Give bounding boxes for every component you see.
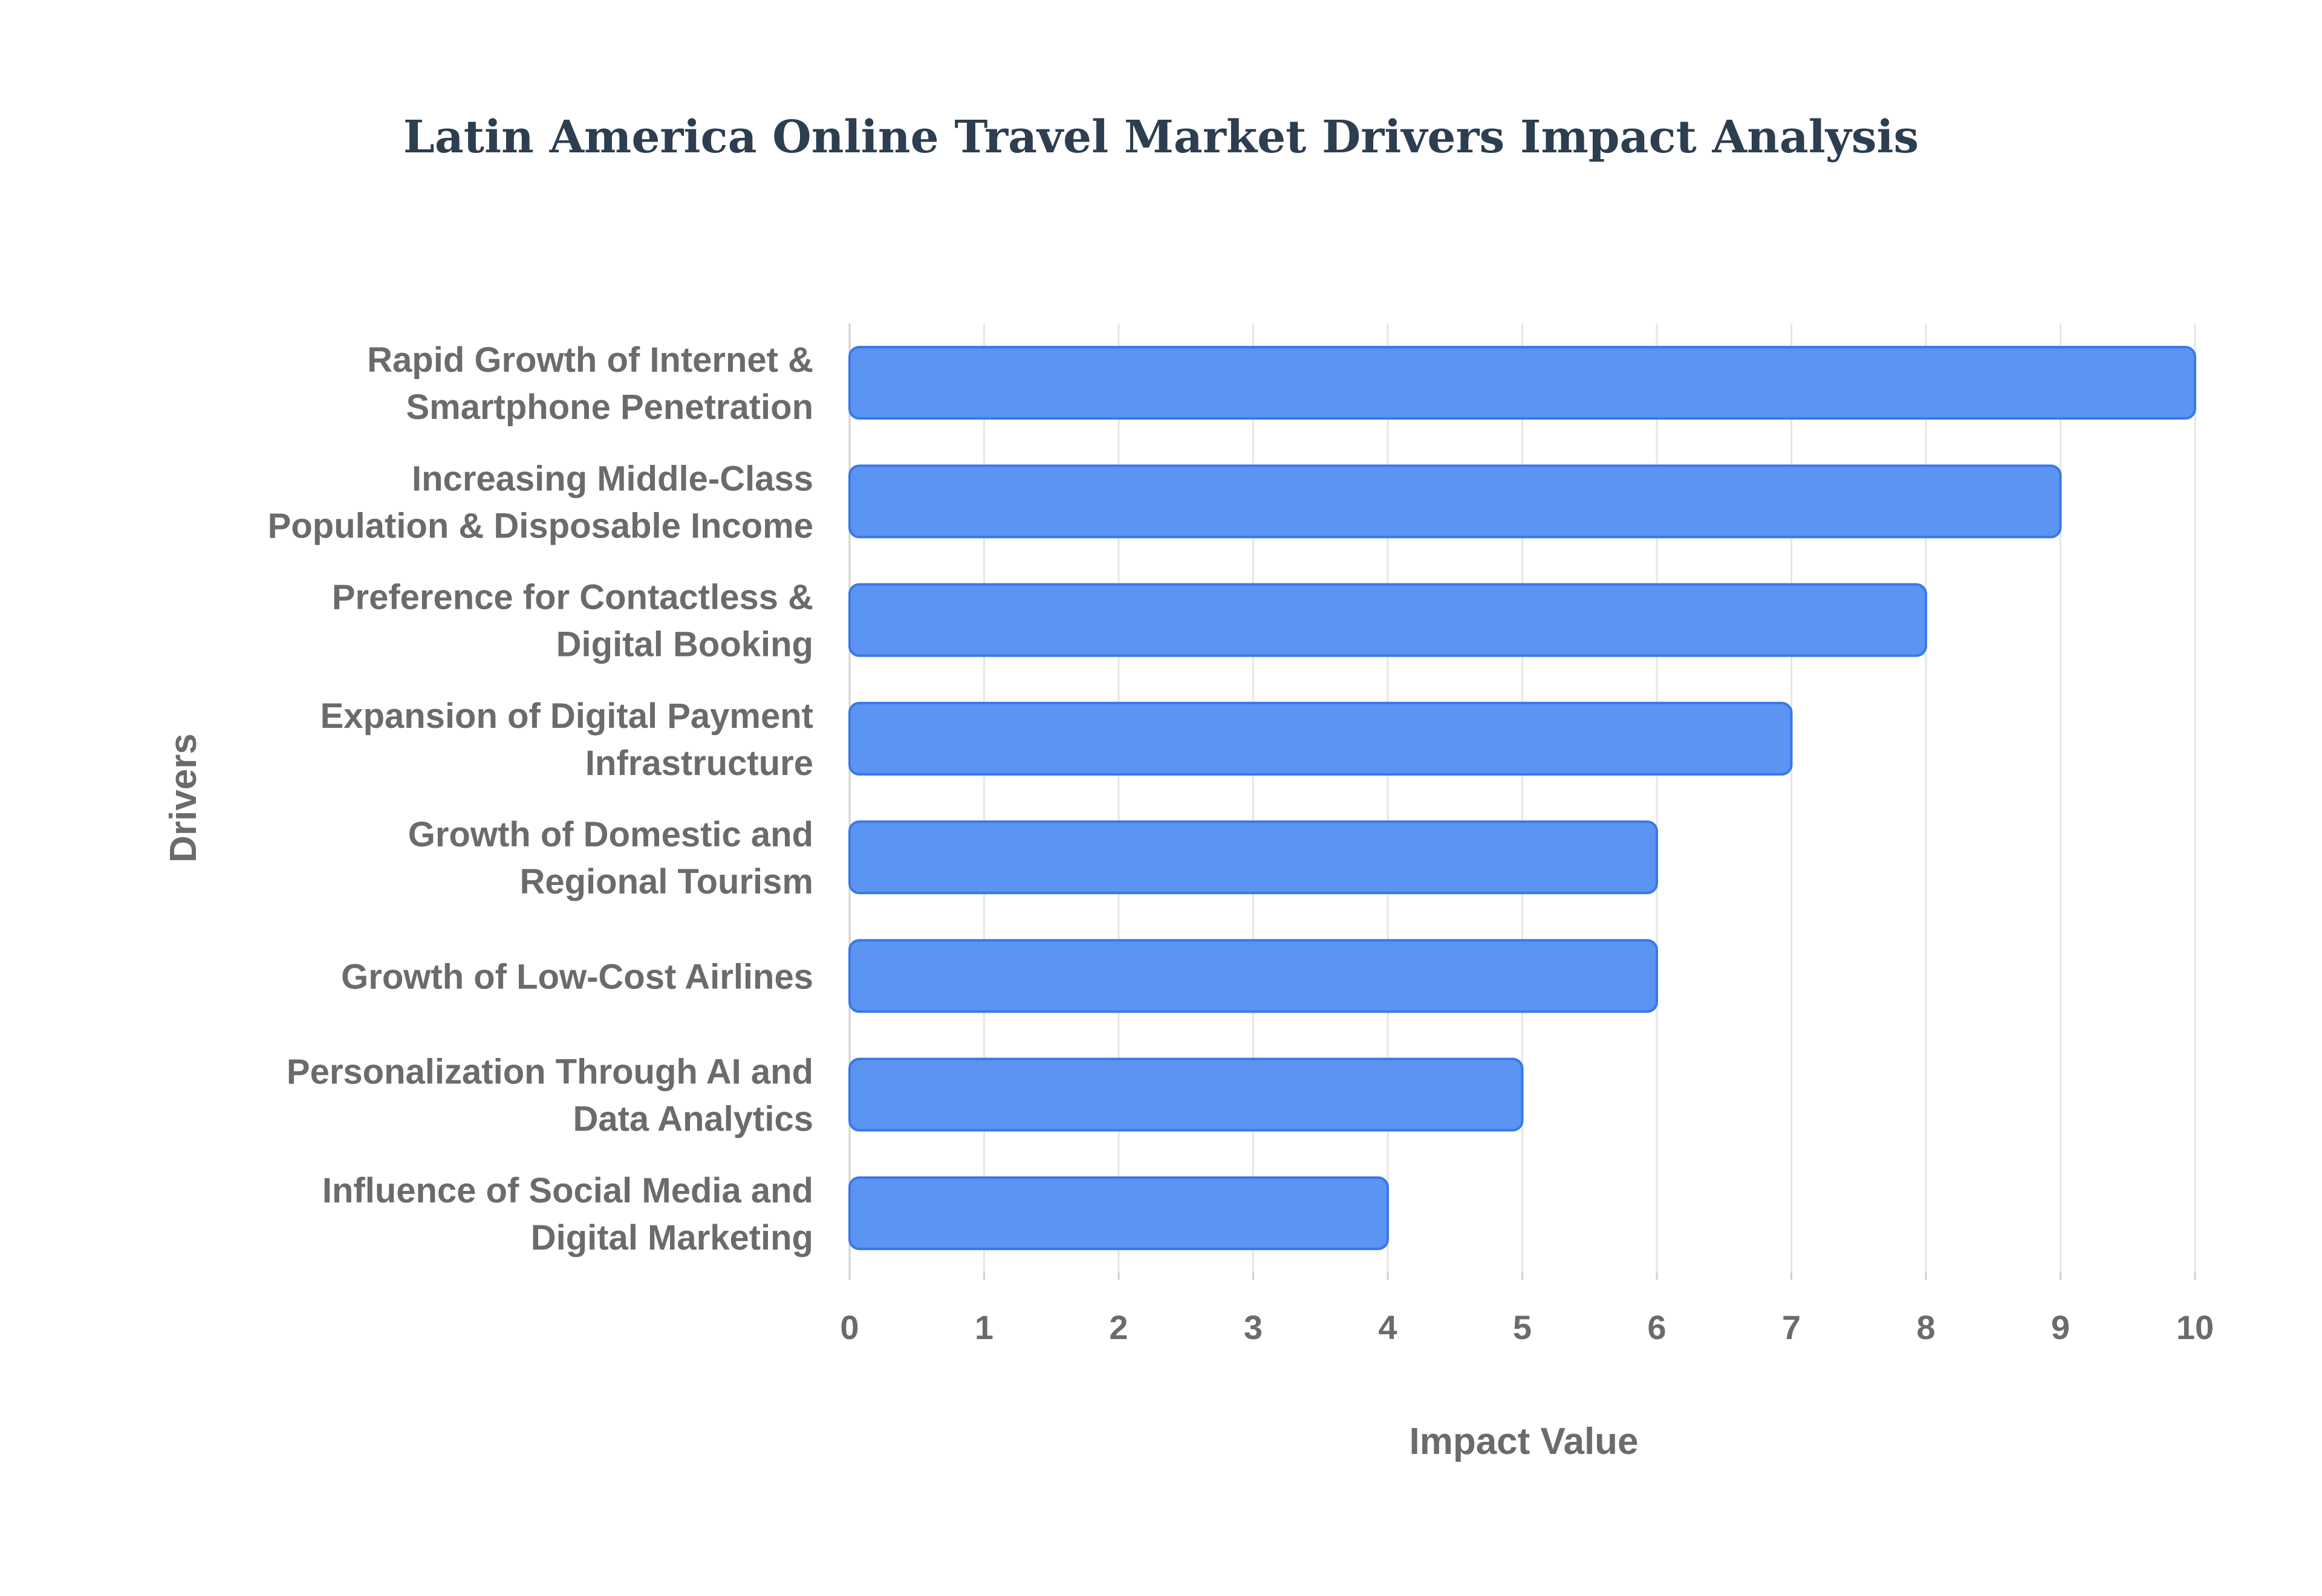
category-label: Preference for Contactless & (332, 578, 813, 617)
bar (848, 1057, 1524, 1132)
x-tick-label: 3 (1244, 1308, 1263, 1346)
y-axis-title: Drivers (163, 733, 204, 863)
category-label: Influence of Social Media and (322, 1171, 813, 1210)
category-label: Digital Marketing (531, 1218, 813, 1257)
x-tick-labels: 0 1 2 3 4 5 6 7 8 9 10 (840, 1308, 2214, 1346)
x-tick-label: 2 (1109, 1308, 1128, 1346)
category-label: Increasing Middle-Class (412, 459, 813, 498)
bar (848, 583, 1927, 657)
bar (848, 1176, 1389, 1250)
category-label: Personalization Through AI and (287, 1053, 813, 1092)
category-label: Digital Booking (556, 625, 813, 664)
chart-title: Latin America Online Travel Market Drive… (403, 111, 1919, 163)
x-tick-label: 8 (1916, 1308, 1935, 1346)
x-tick-label: 7 (1782, 1308, 1801, 1346)
category-label: Data Analytics (573, 1100, 813, 1139)
category-label: Regional Tourism (519, 862, 813, 901)
x-tick-label: 10 (2176, 1308, 2214, 1346)
category-label: Rapid Growth of Internet & (367, 340, 813, 380)
bar (848, 346, 2196, 420)
bar (848, 701, 1793, 776)
x-tick-label: 0 (840, 1308, 859, 1346)
category-labels: Rapid Growth of Internet & Smartphone Pen… (268, 340, 813, 1257)
category-label: Expansion of Digital Payment (320, 696, 813, 736)
x-tick-label: 9 (2051, 1308, 2070, 1346)
category-label: Growth of Low-Cost Airlines (341, 957, 813, 996)
x-tick-label: 4 (1378, 1308, 1397, 1346)
x-tick-label: 6 (1647, 1308, 1666, 1346)
x-tick-label: 1 (975, 1308, 994, 1346)
category-label: Population & Disposable Income (268, 506, 813, 545)
x-axis-title: Impact Value (1409, 1421, 1638, 1462)
x-tick-label: 5 (1513, 1308, 1532, 1346)
bar (848, 464, 2062, 539)
bar (848, 939, 1658, 1013)
bars (848, 346, 2196, 1250)
category-label: Growth of Domestic and (408, 815, 813, 854)
category-label: Infrastructure (585, 744, 813, 783)
bar (848, 820, 1658, 895)
category-label: Smartphone Penetration (406, 388, 813, 427)
